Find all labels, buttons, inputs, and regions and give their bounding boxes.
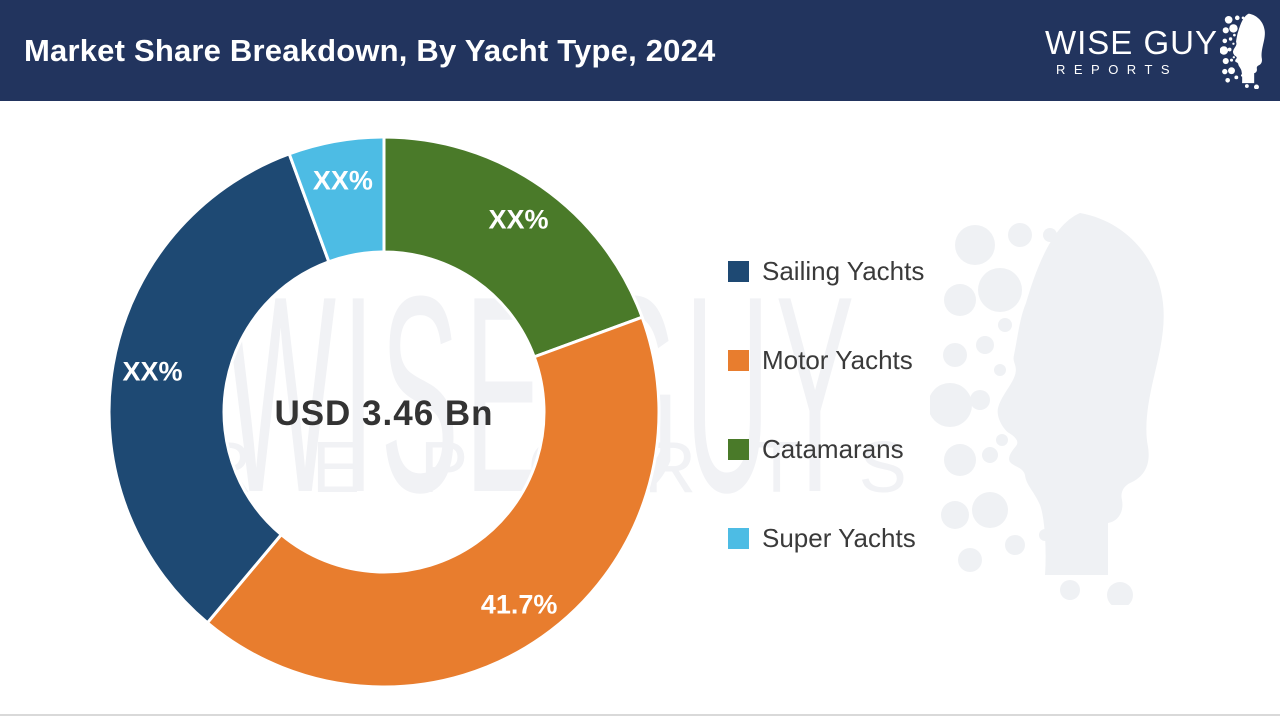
donut-segment-super-yachts[interactable] [287, 135, 386, 264]
legend-label: Sailing Yachts [762, 256, 925, 286]
logo-subtext: REPORTS [1055, 61, 1179, 77]
bottom-divider [0, 714, 1280, 716]
brand-logo: WISE GUY REPORTS [1045, 12, 1268, 89]
legend-label: Super Yachts [762, 523, 916, 553]
donut-segment-motor-yachts[interactable] [205, 315, 661, 689]
legend-swatch [728, 260, 749, 282]
legend-item-motor-yachts[interactable]: Motor Yachts [728, 345, 924, 375]
segment-label-sailing-yachts: XX% [122, 357, 182, 387]
legend-swatch [728, 438, 749, 460]
watermark-head-icon [930, 213, 1164, 605]
legend-item-catamarans[interactable]: Catamarans [728, 434, 924, 464]
donut-segment-catamarans[interactable] [382, 135, 644, 359]
logo-wordmark: WISE GUY [1044, 23, 1218, 61]
legend-label: Catamarans [762, 434, 904, 464]
legend-item-sailing-yachts[interactable]: Sailing Yachts [728, 256, 924, 286]
header: Market Share Breakdown, By Yacht Type, 2… [0, 0, 1280, 101]
logo-wordmark-block: WISE GUY REPORTS [1045, 26, 1218, 76]
logo-head-icon [1220, 13, 1265, 89]
page-title: Market Share Breakdown, By Yacht Type, 2… [24, 32, 716, 68]
segment-label-super-yachts: XX% [313, 166, 373, 196]
segment-label-catamarans: XX% [488, 204, 548, 234]
segment-label-motor-yachts: 41.7% [481, 589, 558, 619]
donut-segment-sailing-yachts[interactable] [107, 152, 331, 625]
donut-chart: XX% 41.7% XX% XX% [107, 135, 661, 689]
legend-label: Motor Yachts [762, 345, 913, 375]
legend-swatch [728, 349, 749, 371]
legend-swatch [728, 527, 749, 549]
legend: Sailing Yachts Motor Yachts Catamarans Supe… [728, 256, 924, 553]
donut-center-value: USD 3.46 Bn [274, 394, 494, 433]
legend-item-super-yachts[interactable]: Super Yachts [728, 523, 924, 553]
